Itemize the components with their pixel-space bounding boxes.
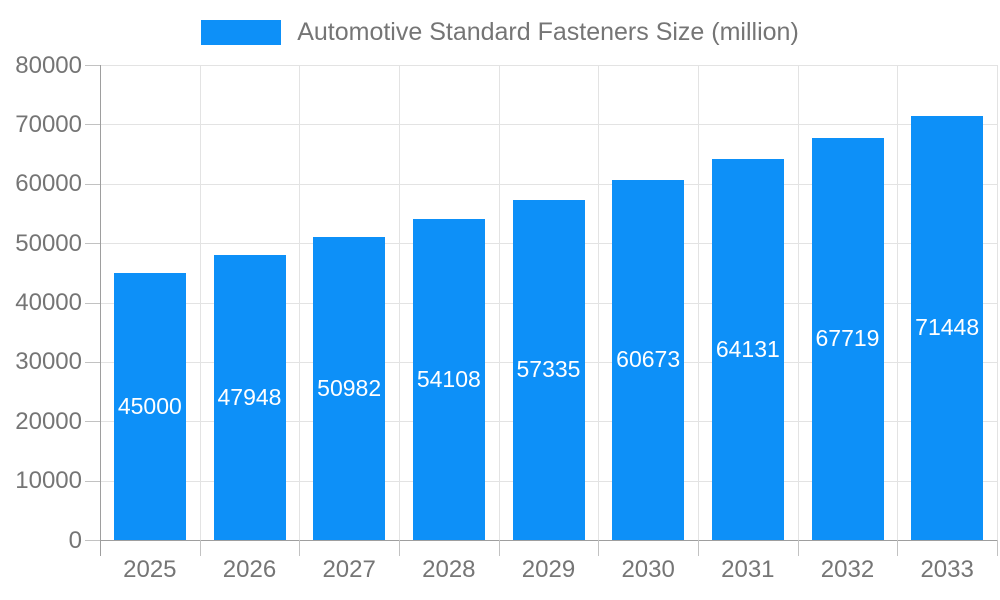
x-axis-tick (698, 540, 699, 556)
x-axis-tick-label: 2030 (621, 556, 675, 583)
x-axis-tick-label: 2028 (422, 556, 476, 583)
x-gridline (498, 65, 500, 540)
bar-2025[interactable]: 45000 (113, 272, 186, 540)
bar-value-label: 54108 (416, 365, 481, 392)
y-axis-tick (85, 302, 100, 304)
x-axis-tick (498, 540, 500, 556)
y-axis-tick (85, 421, 100, 423)
x-gridline (997, 65, 998, 540)
x-axis-tick-label: 2029 (521, 556, 576, 583)
legend[interactable]: Automotive Standard Fasteners Size (mill… (0, 18, 1000, 47)
bar-2029[interactable]: 57335 (512, 199, 585, 540)
y-axis-line (100, 65, 101, 556)
y-axis-tick-label: 50000 (15, 229, 82, 257)
bar-value-label: 50982 (317, 375, 382, 402)
bar-2030[interactable]: 60673 (612, 179, 685, 540)
x-gridline (797, 65, 799, 540)
y-gridline (100, 183, 997, 185)
x-axis-tick (299, 540, 301, 556)
bar-value-label: 45000 (117, 392, 182, 419)
bar-2032[interactable]: 67719 (811, 137, 884, 540)
bar-value-label: 71448 (915, 314, 980, 341)
x-gridline (598, 65, 600, 540)
bar-value-label: 57335 (516, 356, 581, 383)
y-axis-tick (85, 65, 100, 66)
x-gridline (399, 65, 400, 540)
bar-value-label: 64131 (715, 336, 780, 363)
x-gridline (199, 65, 201, 540)
y-axis-tick (85, 540, 100, 541)
y-axis-tick-label: 10000 (15, 467, 82, 495)
y-axis-tick-label: 0 (68, 526, 82, 554)
x-gridline (299, 65, 301, 540)
x-axis-tick-label: 2027 (322, 556, 376, 583)
y-axis-tick-label: 40000 (15, 289, 82, 316)
bar-value-label: 67719 (815, 325, 880, 352)
x-axis-tick-label: 2031 (721, 556, 775, 583)
y-axis-tick (85, 183, 100, 185)
x-axis-tick (797, 540, 799, 556)
x-axis-tick-label: 2026 (222, 556, 277, 583)
x-axis-tick (897, 540, 899, 556)
bar-value-label: 47948 (217, 384, 282, 411)
y-axis-tick (85, 124, 100, 126)
y-axis-tick (85, 361, 100, 363)
y-axis-tick-label: 60000 (15, 170, 82, 198)
x-axis-tick (199, 540, 201, 556)
bar-value-label: 60673 (616, 346, 681, 373)
bar-2027[interactable]: 50982 (313, 237, 386, 540)
legend-label: Automotive Standard Fasteners Size (mill… (297, 18, 799, 46)
x-gridline (698, 65, 699, 540)
bar-2031[interactable]: 64131 (711, 159, 784, 540)
x-axis-tick (598, 540, 600, 556)
x-axis-tick (399, 540, 400, 556)
bar-2028[interactable]: 54108 (412, 218, 485, 540)
legend-swatch (201, 20, 282, 46)
y-axis-tick-label: 70000 (15, 110, 82, 138)
x-gridline (897, 65, 899, 540)
y-axis-tick-label: 30000 (15, 348, 82, 376)
y-axis-tick-label: 20000 (15, 407, 82, 435)
y-axis-tick-label: 80000 (15, 51, 82, 79)
y-gridline (100, 65, 997, 66)
x-axis-tick-label: 2033 (920, 556, 974, 583)
x-axis-tick-label: 2025 (123, 556, 177, 583)
y-axis-tick (85, 480, 100, 482)
bar-2026[interactable]: 47948 (213, 255, 286, 540)
x-axis-tick-label: 2032 (820, 556, 875, 583)
bar-2033[interactable]: 71448 (911, 115, 984, 540)
y-gridline (100, 124, 997, 126)
y-axis-tick (85, 243, 100, 245)
x-axis-line (100, 540, 997, 541)
x-axis-tick (997, 540, 998, 556)
